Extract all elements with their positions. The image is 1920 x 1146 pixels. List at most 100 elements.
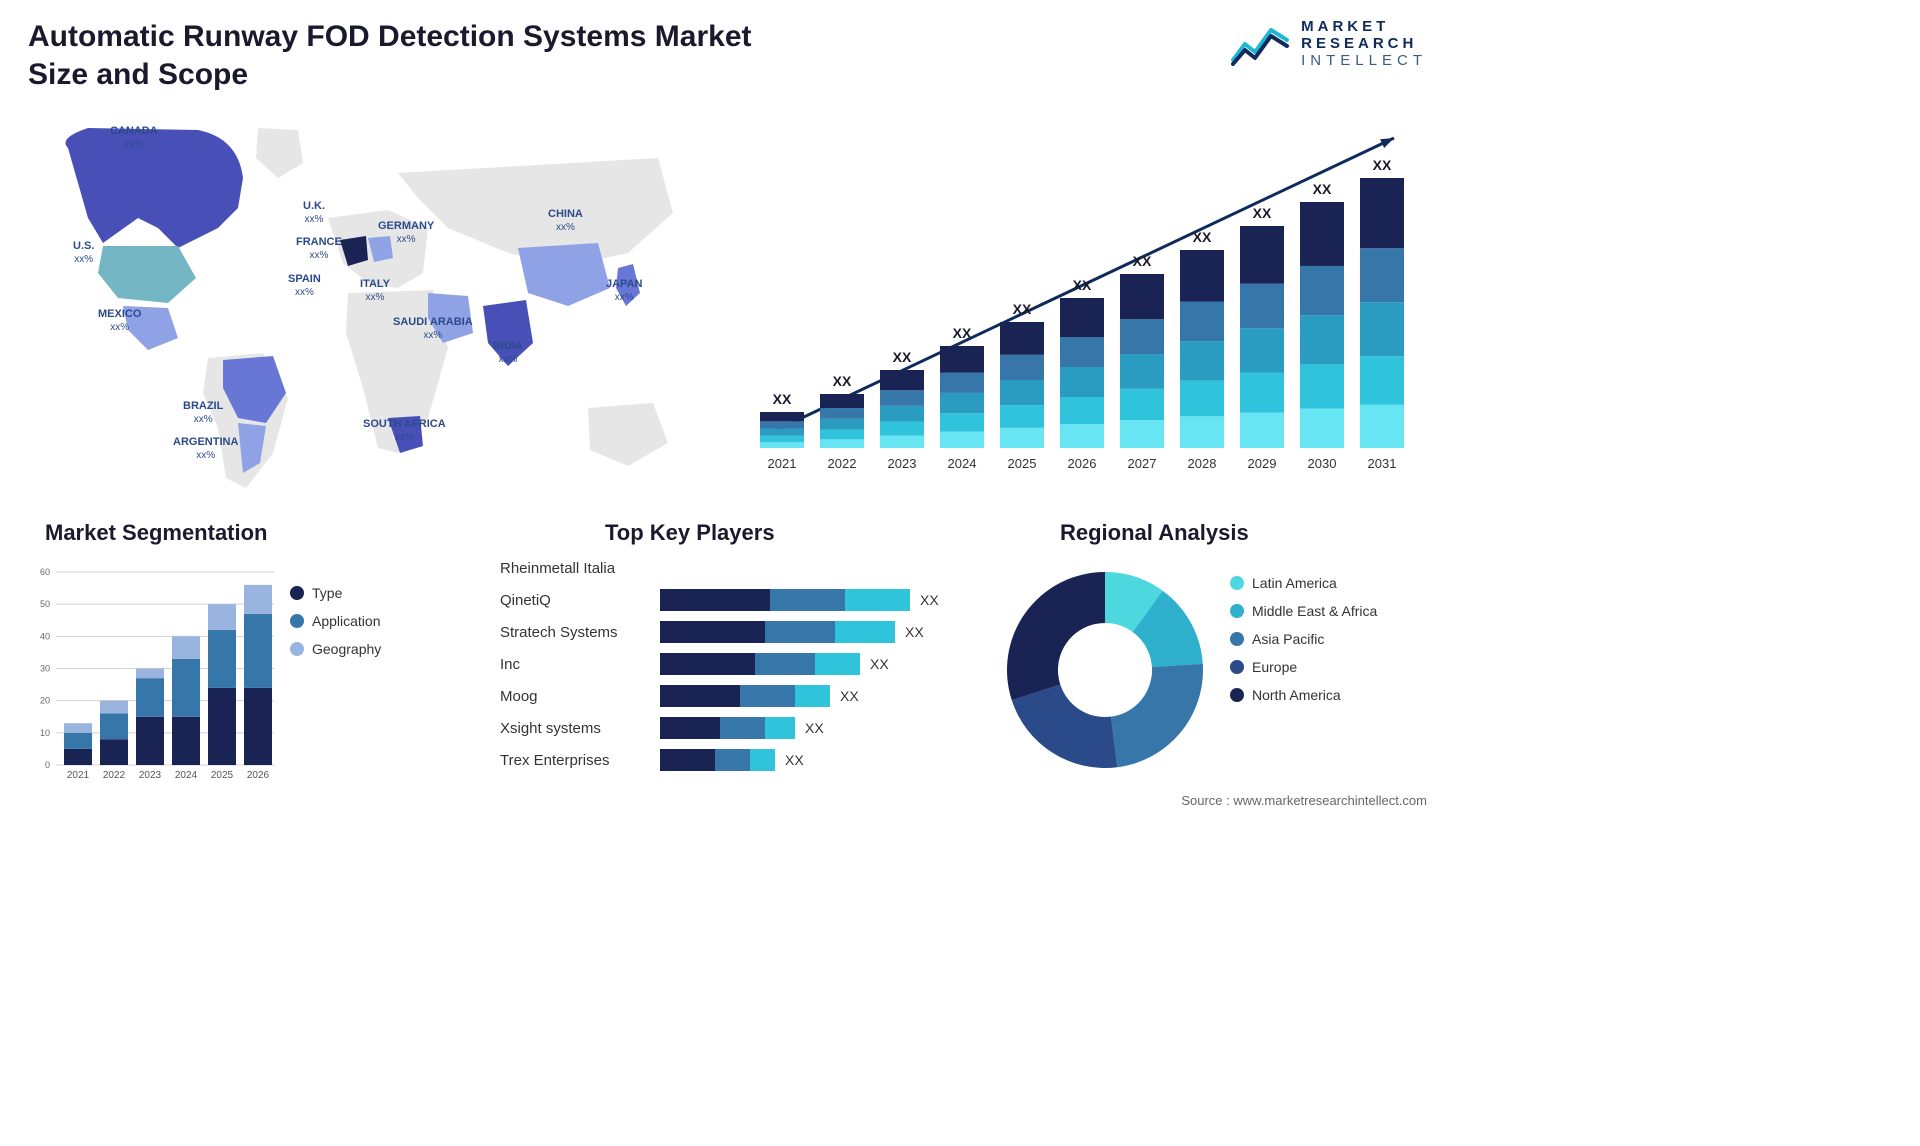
player-bar: XX — [660, 653, 980, 675]
country-label: SAUDI ARABIAxx% — [393, 316, 473, 341]
players-chart: Rheinmetall ItaliaQinetiQXXStratech Syst… — [490, 555, 980, 779]
country-label: SPAINxx% — [288, 273, 321, 298]
player-label: QinetiQ — [490, 592, 660, 609]
header: Automatic Runway FOD Detection Systems M… — [28, 18, 1427, 93]
legend-label: North America — [1252, 687, 1341, 703]
legend-item: Type — [290, 585, 381, 601]
segmentation-legend: Type Application Geography — [290, 585, 381, 669]
player-label: Moog — [490, 688, 660, 705]
segmentation-title: Market Segmentation — [45, 520, 268, 546]
player-label: Rheinmetall Italia — [490, 560, 660, 577]
legend-label: Application — [312, 613, 381, 629]
svg-text:XX: XX — [1073, 277, 1092, 293]
country-label: GERMANYxx% — [378, 220, 434, 245]
svg-text:2024: 2024 — [948, 456, 977, 471]
brand-logo: MARKET RESEARCH INTELLECT — [1231, 18, 1427, 69]
player-bar: XX — [660, 685, 980, 707]
country-label: ITALYxx% — [360, 278, 390, 303]
legend-item: Asia Pacific — [1230, 631, 1377, 647]
legend-dot-icon — [1230, 632, 1244, 646]
player-row: Trex Enterprises XX — [490, 747, 980, 773]
logo-text: MARKET RESEARCH INTELLECT — [1301, 18, 1427, 69]
country-label: FRANCExx% — [296, 236, 342, 261]
legend-label: Type — [312, 585, 342, 601]
svg-text:20: 20 — [40, 696, 50, 706]
svg-text:XX: XX — [953, 325, 972, 341]
legend-item: North America — [1230, 687, 1377, 703]
logo-line3: INTELLECT — [1301, 52, 1427, 69]
player-row: IncXX — [490, 651, 980, 677]
legend-label: Asia Pacific — [1252, 631, 1324, 647]
regional-legend: Latin America Middle East & Africa Asia Pa… — [1230, 575, 1377, 715]
player-bar: XX — [660, 589, 980, 611]
svg-text:0: 0 — [45, 760, 50, 770]
legend-dot-icon — [1230, 688, 1244, 702]
svg-text:2025: 2025 — [1008, 456, 1037, 471]
svg-text:2022: 2022 — [103, 770, 126, 781]
svg-text:2030: 2030 — [1308, 456, 1337, 471]
player-value: XX — [785, 752, 804, 768]
segmentation-chart: 0102030405060202120222023202420252026 — [28, 560, 278, 785]
svg-text:XX: XX — [773, 391, 792, 407]
world-map: CANADAxx%U.S.xx%MEXICOxx%BRAZILxx%ARGENT… — [28, 118, 718, 500]
legend-item: Europe — [1230, 659, 1377, 675]
legend-item: Application — [290, 613, 381, 629]
player-value: XX — [920, 592, 939, 608]
market-growth-chart: XX2021XX2022XX2023XX2024XX2025XX2026XX20… — [742, 118, 1422, 478]
player-row: Rheinmetall Italia — [490, 555, 980, 581]
regional-title: Regional Analysis — [1060, 520, 1249, 546]
svg-text:XX: XX — [1193, 229, 1212, 245]
svg-text:2029: 2029 — [1248, 456, 1277, 471]
country-label: U.K.xx% — [303, 200, 325, 225]
player-row: Stratech SystemsXX — [490, 619, 980, 645]
legend-label: Latin America — [1252, 575, 1337, 591]
legend-item: Middle East & Africa — [1230, 603, 1377, 619]
svg-text:XX: XX — [1313, 181, 1332, 197]
country-label: JAPANxx% — [606, 278, 642, 303]
legend-dot-icon — [290, 642, 304, 656]
legend-item: Geography — [290, 641, 381, 657]
country-label: CANADAxx% — [110, 125, 158, 150]
country-label: ARGENTINAxx% — [173, 436, 238, 461]
svg-text:XX: XX — [893, 349, 912, 365]
regional-donut — [1000, 565, 1210, 775]
legend-dot-icon — [290, 586, 304, 600]
page-title: Automatic Runway FOD Detection Systems M… — [28, 18, 808, 93]
svg-text:30: 30 — [40, 664, 50, 674]
legend-label: Geography — [312, 641, 381, 657]
player-label: Trex Enterprises — [490, 752, 660, 769]
legend-label: Europe — [1252, 659, 1297, 675]
legend-label: Middle East & Africa — [1252, 603, 1377, 619]
legend-dot-icon — [1230, 660, 1244, 674]
svg-text:XX: XX — [833, 373, 852, 389]
player-bar: XX — [660, 621, 980, 643]
svg-text:2023: 2023 — [139, 770, 162, 781]
svg-text:2021: 2021 — [768, 456, 797, 471]
players-title: Top Key Players — [605, 520, 775, 546]
legend-dot-icon — [290, 614, 304, 628]
svg-text:2028: 2028 — [1188, 456, 1217, 471]
country-label: U.S.xx% — [73, 240, 94, 265]
svg-text:2024: 2024 — [175, 770, 198, 781]
player-value: XX — [840, 688, 859, 704]
source-text: Source : www.marketresearchintellect.com — [1181, 793, 1427, 808]
country-label: INDIAxx% — [493, 340, 523, 365]
player-label: Xsight systems — [490, 720, 660, 737]
svg-text:2031: 2031 — [1368, 456, 1397, 471]
svg-text:XX: XX — [1253, 205, 1272, 221]
svg-text:XX: XX — [1133, 253, 1152, 269]
player-value: XX — [870, 656, 889, 672]
svg-text:2023: 2023 — [888, 456, 917, 471]
svg-text:2027: 2027 — [1128, 456, 1157, 471]
country-label: BRAZILxx% — [183, 400, 223, 425]
legend-item: Latin America — [1230, 575, 1377, 591]
player-label: Stratech Systems — [490, 624, 660, 641]
player-row: QinetiQ XX — [490, 587, 980, 613]
legend-dot-icon — [1230, 604, 1244, 618]
player-row: Moog XX — [490, 683, 980, 709]
svg-text:2025: 2025 — [211, 770, 234, 781]
country-label: SOUTH AFRICAxx% — [363, 418, 446, 443]
logo-chart-icon — [1231, 22, 1291, 66]
svg-text:40: 40 — [40, 631, 50, 641]
svg-text:50: 50 — [40, 599, 50, 609]
